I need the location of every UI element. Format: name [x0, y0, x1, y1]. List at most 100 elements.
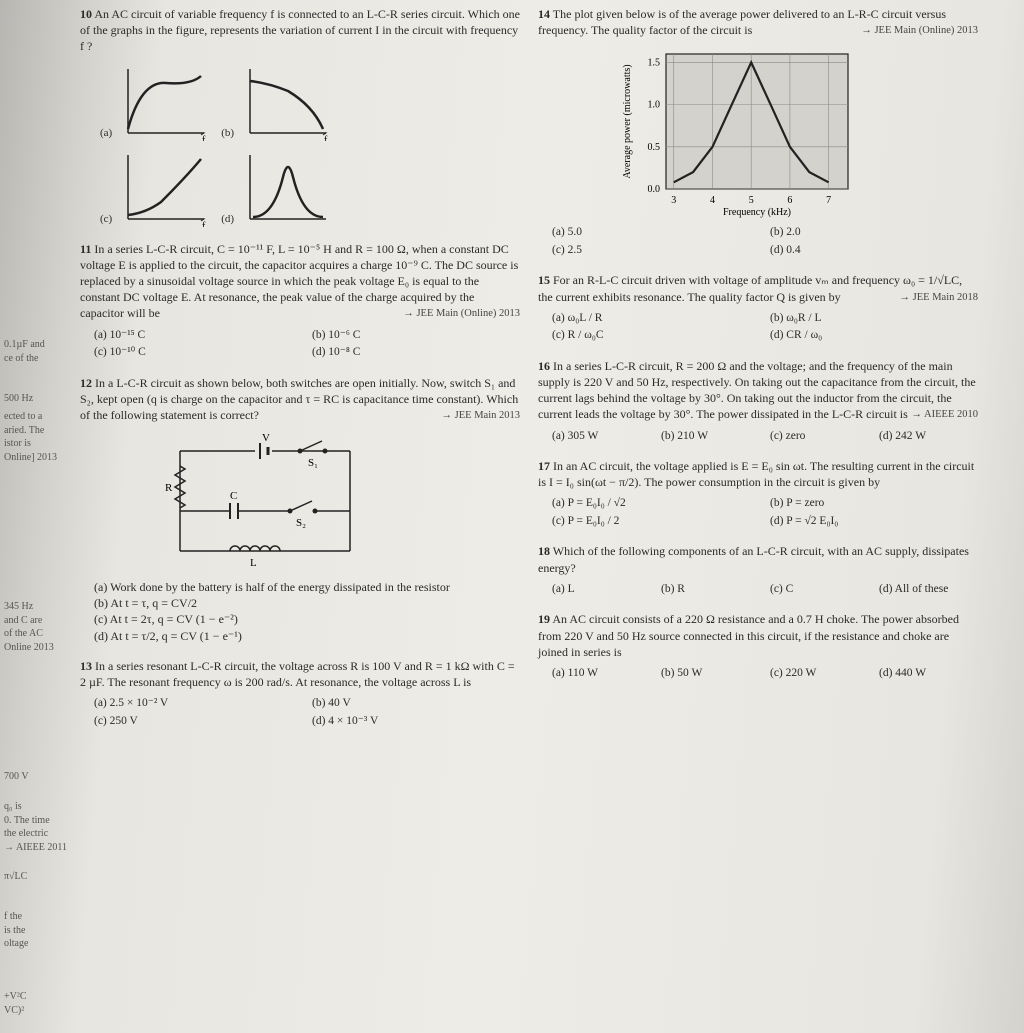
- option-a: (a) 305 W: [552, 429, 651, 445]
- svg-text:1.0: 1.0: [648, 100, 661, 111]
- margin-notes: 0.1µF andce of the 500 Hz ected to aarie…: [0, 0, 80, 1033]
- graph-a-icon: f: [116, 61, 211, 141]
- option-b: (b) 40 V: [312, 696, 520, 712]
- question-number: 13: [80, 659, 92, 673]
- option-d: (d) At t = τ/2, q = CV (1 − e⁻¹): [94, 628, 520, 644]
- option-a: (a) 110 W: [552, 666, 651, 682]
- question-14: 14 The plot given below is of the averag…: [538, 6, 978, 258]
- q10-figures-row1: (a) f (b): [100, 61, 520, 141]
- question-17: 17 In an AC circuit, the voltage applied…: [538, 458, 978, 529]
- question-text: In a series L-C-R circuit, R = 200 Ω and…: [538, 359, 976, 422]
- options: (a) 305 W (b) 210 W (c) zero (d) 242 W: [552, 429, 978, 445]
- question-number: 18: [538, 544, 550, 558]
- question-text: In a series resonant L-C-R circuit, the …: [80, 659, 515, 689]
- question-number: 15: [538, 273, 550, 287]
- margin-note: 0.1µF andce of the: [4, 338, 76, 365]
- option-d: (d) CR / ω₀: [770, 328, 978, 344]
- option-b: (b) 210 W: [661, 429, 760, 445]
- question-11: 11 In a series L-C-R circuit, C = 10⁻¹¹ …: [80, 241, 520, 361]
- option-a: (a) Work done by the battery is half of …: [94, 579, 520, 595]
- svg-text:C: C: [230, 490, 237, 502]
- source-tag: → JEE Main (Online) 2013: [403, 307, 520, 321]
- option-b: (b) P = zero: [770, 496, 978, 512]
- option-d: (d) 242 W: [879, 429, 978, 445]
- margin-note: 700 V: [4, 770, 76, 784]
- option-d: (d) 0.4: [770, 243, 978, 259]
- option-b: (b) 10⁻⁶ C: [312, 328, 520, 344]
- option-d: (d) 440 W: [879, 666, 978, 682]
- question-number: 14: [538, 7, 550, 21]
- question-number: 11: [80, 242, 91, 256]
- source-tag: → JEE Main 2018: [900, 291, 978, 305]
- option-label-a: (a): [100, 126, 112, 141]
- question-text: For an R-L-C circuit driven with voltage…: [538, 273, 962, 303]
- question-12: 12 In a L-C-R circuit as shown below, bo…: [80, 375, 520, 644]
- option-c: (c) C: [770, 582, 869, 598]
- svg-text:S₂: S₂: [296, 517, 306, 529]
- margin-note: +V²CVC)²: [4, 990, 76, 1017]
- option-a: (a) 10⁻¹⁵ C: [94, 328, 302, 344]
- question-text: Which of the following components of an …: [538, 544, 969, 574]
- question-number: 17: [538, 459, 550, 473]
- option-a: (a) 2.5 × 10⁻² V: [94, 696, 302, 712]
- question-number: 16: [538, 359, 550, 373]
- question-number: 19: [538, 612, 550, 626]
- svg-text:V: V: [262, 432, 270, 444]
- svg-text:f: f: [202, 135, 206, 141]
- svg-text:0.5: 0.5: [648, 142, 661, 153]
- option-c: (c) P = E₀I₀ / 2: [552, 514, 760, 530]
- question-text: An AC circuit consists of a 220 Ω resist…: [538, 612, 959, 658]
- circuit-diagram: V S₁ R C: [160, 431, 520, 571]
- option-label-b: (b): [221, 126, 234, 141]
- source-tag: → JEE Main (Online) 2013: [861, 24, 978, 38]
- question-15: 15 For an R-L-C circuit driven with volt…: [538, 272, 978, 343]
- margin-note: π√LC: [4, 870, 76, 884]
- left-column: 10 An AC circuit of variable frequency f…: [80, 0, 520, 1033]
- svg-text:f: f: [324, 135, 328, 141]
- svg-text:7: 7: [826, 195, 831, 206]
- margin-note: 345 Hzand C areof the ACOnline 2013: [4, 600, 76, 654]
- option-label-d: (d): [221, 212, 234, 227]
- margin-note: 500 Hz: [4, 392, 76, 406]
- page-content: 10 An AC circuit of variable frequency f…: [80, 0, 1000, 1033]
- option-a: (a) ω₀L / R: [552, 311, 760, 327]
- options: (a) Work done by the battery is half of …: [94, 579, 520, 644]
- svg-text:6: 6: [787, 195, 792, 206]
- option-a: (a) 5.0: [552, 225, 760, 241]
- power-frequency-chart: 345670.00.51.01.5Frequency (kHz)Average …: [618, 44, 978, 219]
- margin-note: ected to aaried. Theistor isOnline] 2013: [4, 410, 76, 464]
- option-b: (b) At t = τ, q = CV/2: [94, 595, 520, 611]
- options: (a) L (b) R (c) C (d) All of these: [552, 582, 978, 598]
- question-number: 10: [80, 7, 92, 21]
- option-b: (b) 50 W: [661, 666, 760, 682]
- option-c: (c) 2.5: [552, 243, 760, 259]
- graph-c-icon: f: [116, 147, 211, 227]
- options: (a) 10⁻¹⁵ C (b) 10⁻⁶ C (c) 10⁻¹⁰ C (d) 1…: [94, 328, 520, 361]
- options: (a) 110 W (b) 50 W (c) 220 W (d) 440 W: [552, 666, 978, 682]
- svg-text:3: 3: [671, 195, 676, 206]
- margin-note: f theis theoltage: [4, 910, 76, 951]
- option-c: (c) 10⁻¹⁰ C: [94, 345, 302, 361]
- option-a: (a) P = E₀I₀ / √2: [552, 496, 760, 512]
- option-b: (b) R: [661, 582, 760, 598]
- option-c: (c) At t = 2τ, q = CV (1 − e⁻²): [94, 611, 520, 627]
- options: (a) 5.0 (b) 2.0 (c) 2.5 (d) 0.4: [552, 225, 978, 258]
- option-b: (b) ω₀R / L: [770, 311, 978, 327]
- margin-note: q₀ is0. The timethe electric→ AIEEE 2011: [4, 800, 76, 854]
- option-label-c: (c): [100, 212, 112, 227]
- question-text: In an AC circuit, the voltage applied is…: [538, 459, 974, 489]
- options: (a) 2.5 × 10⁻² V (b) 40 V (c) 250 V (d) …: [94, 696, 520, 729]
- graph-b-icon: f: [238, 61, 333, 141]
- source-tag: → JEE Main 2013: [442, 409, 520, 423]
- q10-figures-row2: (c) f (d): [100, 147, 520, 227]
- svg-text:4: 4: [710, 195, 715, 206]
- svg-text:Frequency (kHz): Frequency (kHz): [723, 207, 791, 218]
- question-13: 13 In a series resonant L-C-R circuit, t…: [80, 658, 520, 729]
- option-c: (c) 220 W: [770, 666, 869, 682]
- option-b: (b) 2.0: [770, 225, 978, 241]
- question-number: 12: [80, 376, 92, 390]
- svg-text:0.0: 0.0: [648, 184, 661, 195]
- svg-text:S₁: S₁: [308, 457, 318, 469]
- svg-text:5: 5: [749, 195, 754, 206]
- question-18: 18 Which of the following components of …: [538, 543, 978, 597]
